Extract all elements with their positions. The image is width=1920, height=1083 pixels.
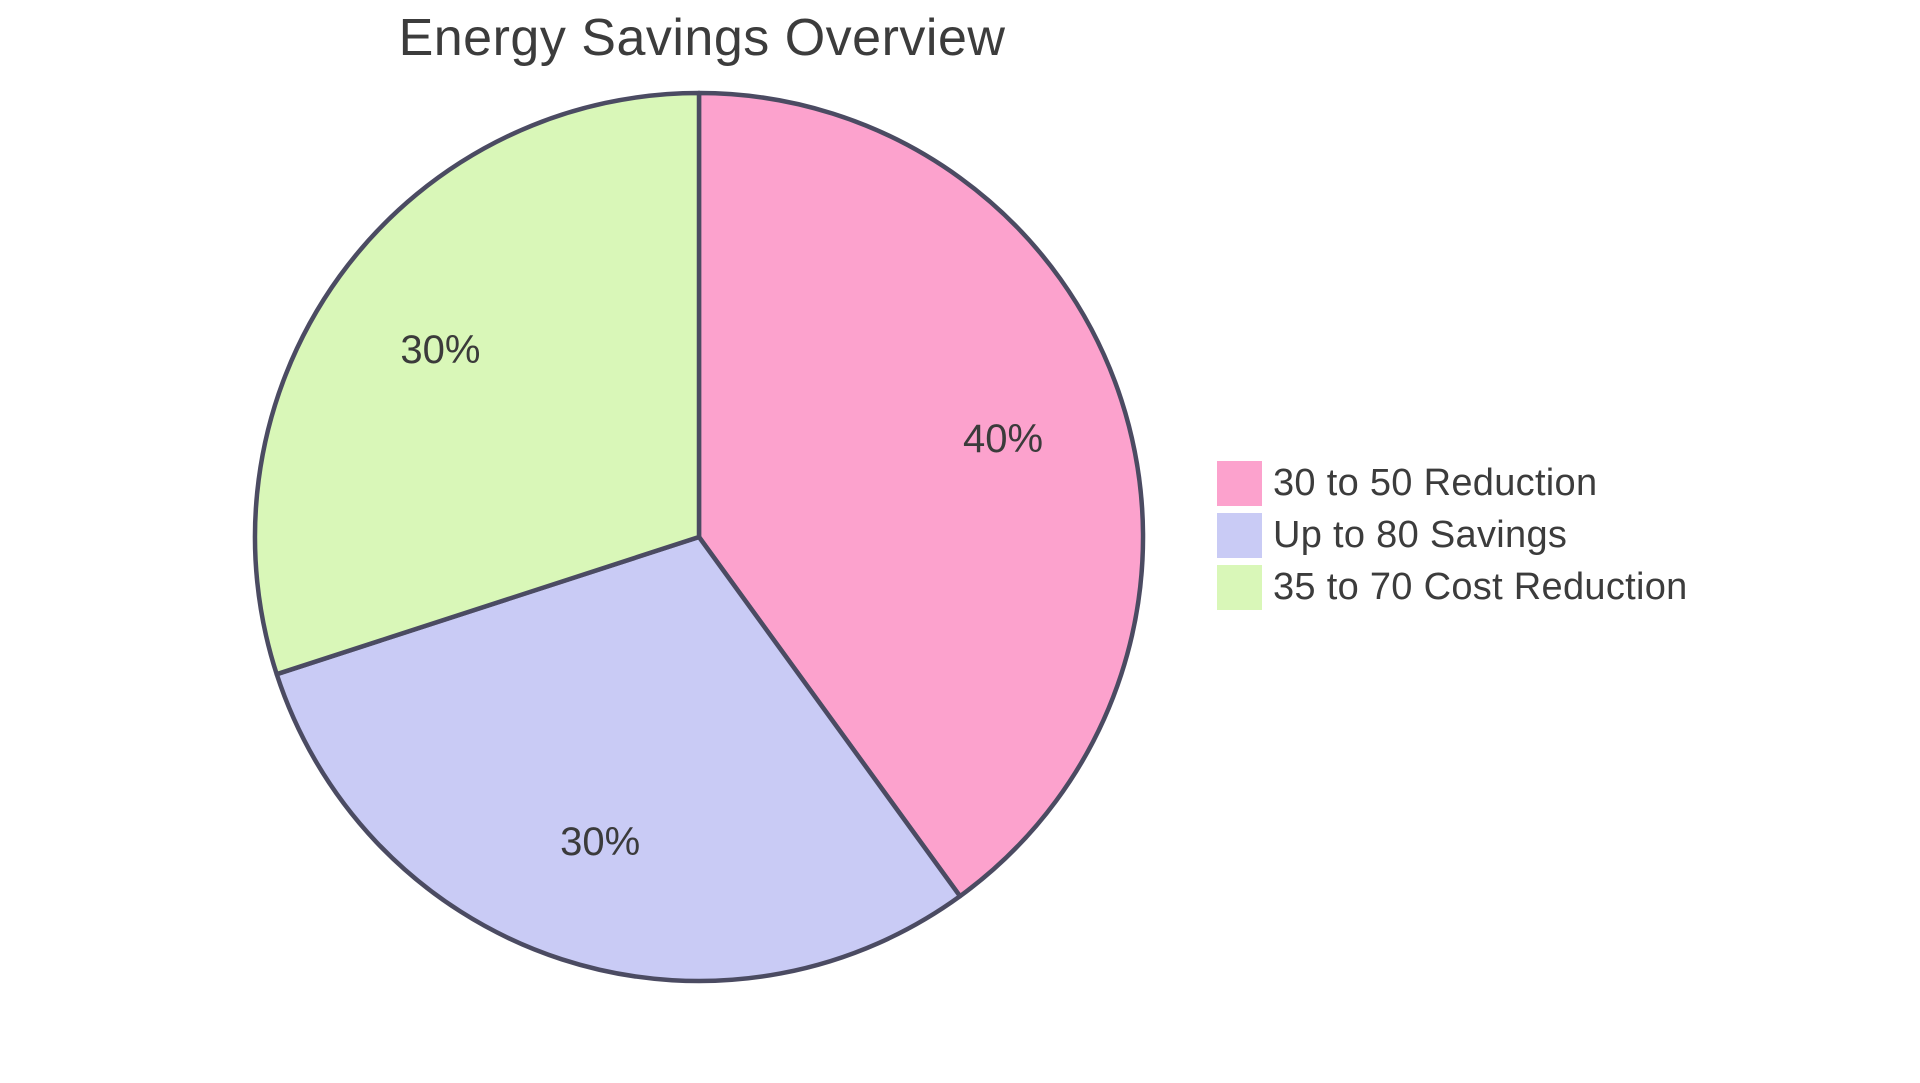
legend-swatch-lavender xyxy=(1217,513,1262,558)
legend-item: 30 to 50 Reduction xyxy=(1217,461,1688,506)
slice-label: 30% xyxy=(560,820,640,864)
legend-item: 35 to 70 Cost Reduction xyxy=(1217,565,1688,610)
legend-label: Up to 80 Savings xyxy=(1273,514,1568,556)
chart-title: Energy Savings Overview xyxy=(398,9,1006,67)
pie-slice xyxy=(696,90,1146,899)
legend-swatch-pink xyxy=(1217,461,1262,506)
pie-slice xyxy=(274,534,963,984)
legend-item: Up to 80 Savings xyxy=(1217,513,1688,558)
legend-label: 35 to 70 Cost Reduction xyxy=(1273,566,1688,608)
slice-label: 40% xyxy=(963,417,1043,461)
legend-swatch-green xyxy=(1217,565,1262,610)
legend: 30 to 50 Reduction Up to 80 Savings 35 t… xyxy=(1217,461,1688,617)
legend-label: 30 to 50 Reduction xyxy=(1273,462,1598,504)
pie-slice xyxy=(252,90,702,677)
slice-label: 30% xyxy=(400,328,480,372)
pie-slices: 40% 30% 30% xyxy=(252,90,1146,984)
